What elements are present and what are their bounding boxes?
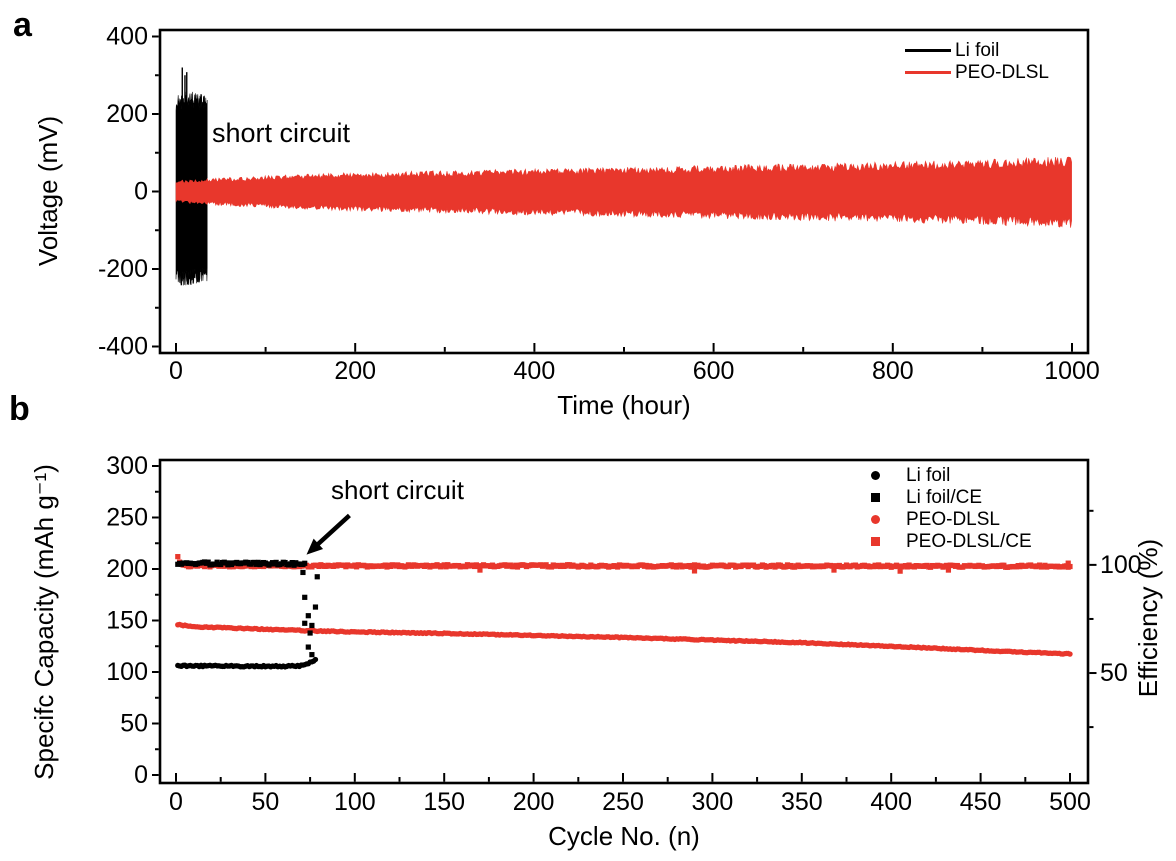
svg-text:300: 300 (106, 452, 148, 480)
svg-text:800: 800 (872, 357, 914, 385)
svg-text:100: 100 (106, 658, 148, 686)
legend-item-peo-dlsl: PEO-DLSL (866, 508, 1032, 530)
svg-text:0: 0 (134, 761, 148, 789)
legend-item-li-foil: Li foil (905, 39, 1049, 61)
li-foil-circle-marker (871, 470, 880, 480)
svg-text:200: 200 (106, 555, 148, 583)
svg-text:200: 200 (513, 788, 555, 816)
panel-a-y-axis-title: Voltage (mV) (33, 115, 63, 267)
svg-text:-400: -400 (98, 333, 148, 361)
svg-text:250: 250 (602, 788, 644, 816)
peo-dlsl-line-swatch (905, 70, 951, 74)
svg-text:150: 150 (106, 607, 148, 635)
svg-text:50: 50 (1100, 659, 1128, 687)
svg-text:100: 100 (1100, 551, 1142, 579)
peo-dlsl-ce-square-marker (871, 536, 880, 546)
svg-text:1000: 1000 (1044, 357, 1100, 385)
svg-text:350: 350 (781, 788, 823, 816)
svg-text:0: 0 (134, 178, 148, 206)
panel-b-short-circuit-annotation: short circuit (331, 475, 464, 505)
svg-text:600: 600 (693, 357, 735, 385)
svg-text:400: 400 (514, 357, 556, 385)
svg-text:0: 0 (169, 357, 183, 385)
legend-label: PEO-DLSL (906, 508, 1000, 530)
svg-text:400: 400 (870, 788, 912, 816)
panel-b-label: b (9, 390, 30, 428)
svg-text:50: 50 (251, 788, 279, 816)
legend-label: PEO-DLSL (955, 61, 1049, 83)
panel-a-short-circuit-annotation: short circuit (212, 118, 351, 148)
panel-b-y-axis-title: Specifc Capacity (mAh g⁻¹) (29, 464, 59, 780)
legend-item-li-foil-ce: Li foil/CE (866, 486, 1032, 508)
li-foil-ce-square-marker (871, 492, 880, 502)
panel-a-label: a (13, 6, 32, 44)
svg-text:0: 0 (169, 788, 183, 816)
legend-label: Li foil (906, 464, 951, 486)
peo-dlsl-circle-marker (871, 514, 880, 524)
panel-a-legend: Li foil PEO-DLSL (905, 39, 1049, 83)
legend-label: Li foil (955, 39, 1000, 61)
svg-text:300: 300 (692, 788, 734, 816)
svg-text:500: 500 (1049, 788, 1091, 816)
panel-a-x-axis-title: Time (hour) (557, 390, 691, 420)
svg-text:400: 400 (106, 23, 148, 51)
panel-b-right-axis-title: Efficiency (%) (1133, 538, 1163, 698)
svg-text:100: 100 (334, 788, 376, 816)
svg-text:150: 150 (423, 788, 465, 816)
legend-label: Li foil/CE (906, 486, 983, 508)
svg-text:250: 250 (106, 504, 148, 532)
svg-text:200: 200 (334, 357, 376, 385)
svg-text:50: 50 (120, 710, 148, 738)
svg-text:200: 200 (106, 100, 148, 128)
legend-item-li-foil: Li foil (866, 464, 1032, 486)
legend-label: PEO-DLSL/CE (906, 530, 1032, 552)
legend-item-peo-dlsl-ce: PEO-DLSL/CE (866, 530, 1032, 552)
panel-b-legend: Li foil Li foil/CE PEO-DLSL PEO-DLSL/CE (866, 464, 1032, 552)
li-foil-line-swatch (905, 48, 951, 52)
svg-text:450: 450 (960, 788, 1002, 816)
legend-item-peo-dlsl: PEO-DLSL (905, 61, 1049, 83)
svg-text:-200: -200 (98, 255, 148, 283)
panel-b-x-axis-title: Cycle No. (n) (548, 821, 700, 851)
